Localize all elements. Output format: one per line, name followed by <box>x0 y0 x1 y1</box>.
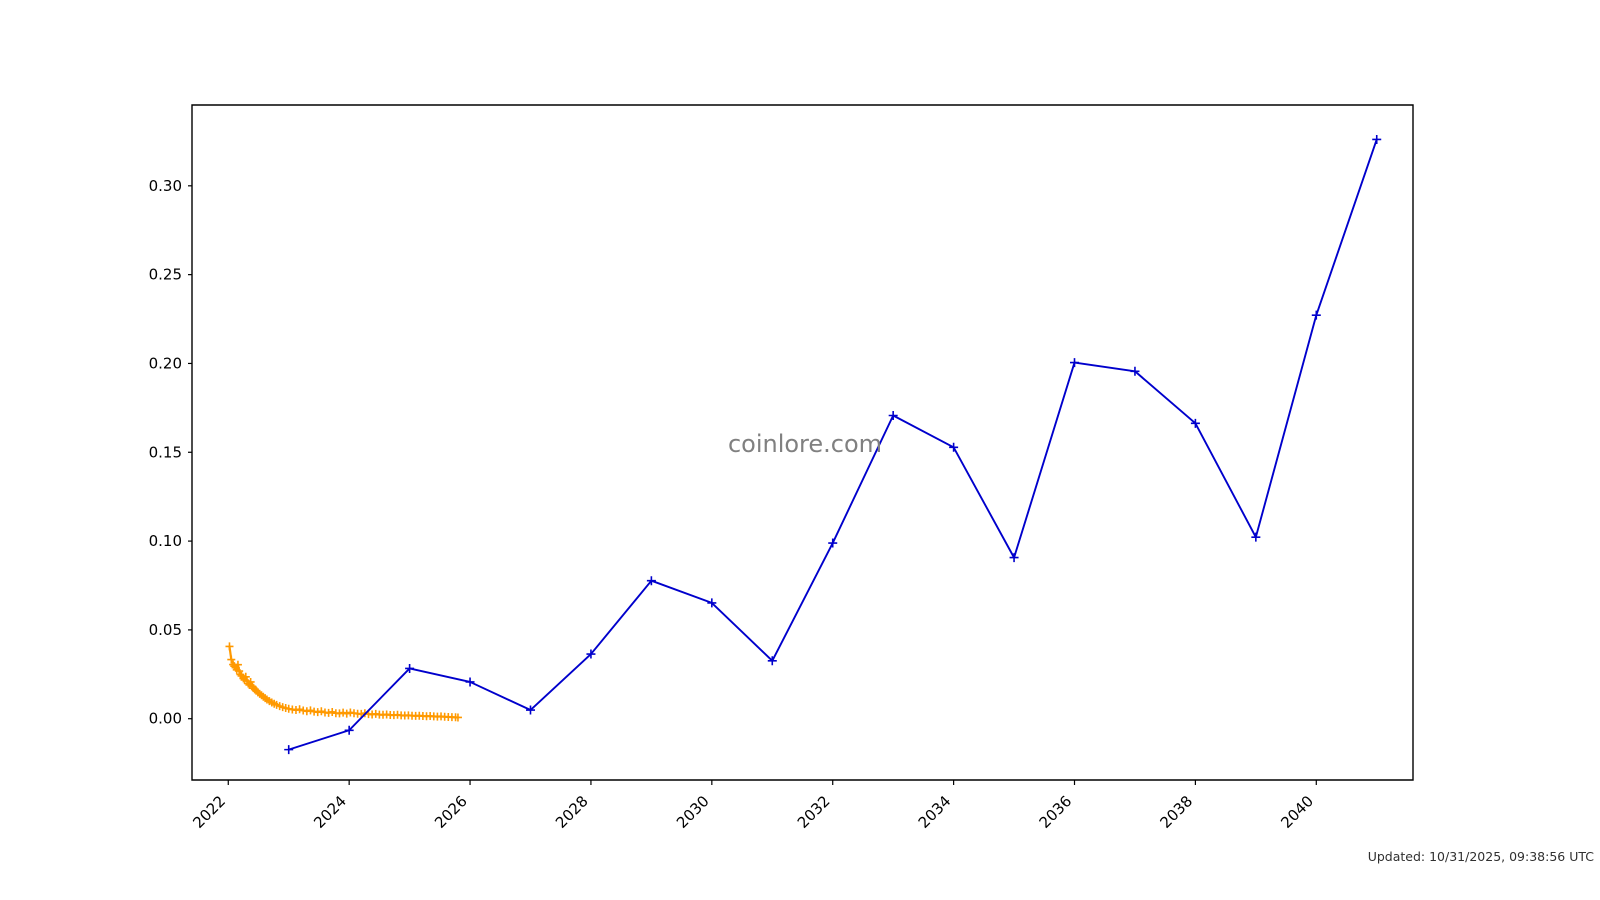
data-point-marker <box>324 708 333 717</box>
x-tick-label: 2040 <box>1277 792 1317 832</box>
series-historical <box>225 642 462 722</box>
series-markers-historical <box>225 642 462 722</box>
data-point-marker <box>284 745 294 755</box>
data-point-marker <box>1070 358 1080 368</box>
x-tick-label: 2022 <box>189 792 229 832</box>
data-point-marker <box>646 576 656 586</box>
x-tick-label: 2030 <box>673 792 713 832</box>
x-tick-label: 2034 <box>915 792 955 832</box>
x-tick-label: 2024 <box>310 792 350 832</box>
data-point-marker <box>225 642 234 651</box>
series-forecast <box>284 134 1382 755</box>
data-point-marker <box>227 655 236 664</box>
data-point-marker <box>888 411 898 420</box>
y-tick-label: 0.15 <box>149 443 182 461</box>
data-point-marker <box>306 706 315 715</box>
data-point-marker <box>1311 310 1321 320</box>
x-tick-label: 2028 <box>552 792 592 832</box>
y-tick-label: 0.10 <box>149 532 182 550</box>
data-point-marker <box>344 725 354 735</box>
y-tick-label: 0.30 <box>149 177 182 195</box>
data-point-marker <box>828 538 838 548</box>
data-point-marker <box>586 649 596 659</box>
y-tick-label: 0.05 <box>149 621 182 639</box>
y-tick-label: 0.20 <box>149 354 182 372</box>
x-tick-label: 2036 <box>1036 792 1076 832</box>
x-axis-ticks: 2022 2024 2026 2028 2030 2032 2034 2036 2038 2040 <box>189 780 1317 832</box>
plot-background <box>192 105 1413 780</box>
data-point-marker <box>525 705 535 715</box>
data-point-marker <box>342 709 351 718</box>
data-point-marker <box>1372 134 1382 144</box>
data-point-marker <box>241 672 250 681</box>
x-tick-label: 2026 <box>431 792 471 832</box>
data-point-marker <box>767 656 777 666</box>
data-point-marker <box>405 663 415 673</box>
x-tick-label: 2038 <box>1156 792 1196 832</box>
y-tick-label: 0.25 <box>149 266 182 284</box>
plot-frame <box>191 104 1414 781</box>
data-point-marker <box>317 707 326 716</box>
axes-spines <box>191 104 1414 781</box>
x-tick-label: 2032 <box>794 792 834 832</box>
data-point-marker <box>1009 553 1019 563</box>
data-point-marker <box>453 713 462 722</box>
data-point-marker <box>1251 532 1261 542</box>
watermark-label: coinlore.com <box>728 430 882 458</box>
data-series-layer <box>225 134 1382 755</box>
data-point-marker <box>246 677 255 686</box>
y-tick-label: 0.00 <box>149 710 182 728</box>
data-point-marker <box>1130 366 1140 376</box>
data-point-marker <box>328 707 337 716</box>
data-point-marker <box>707 598 717 608</box>
data-point-marker <box>465 677 475 687</box>
data-point-marker <box>313 708 322 717</box>
data-point-marker <box>339 708 348 717</box>
series-markers-forecast <box>284 134 1382 755</box>
data-point-marker <box>1190 418 1200 428</box>
updated-timestamp: Updated: 10/31/2025, 09:38:56 UTC <box>1368 849 1595 864</box>
y-axis-ticks: 0.00 0.05 0.10 0.15 0.20 0.25 0.30 <box>149 177 192 728</box>
data-point-marker <box>233 660 242 669</box>
data-point-marker <box>261 694 270 703</box>
data-point-marker <box>949 442 959 452</box>
data-point-marker <box>295 705 304 714</box>
data-point-marker <box>302 707 311 716</box>
